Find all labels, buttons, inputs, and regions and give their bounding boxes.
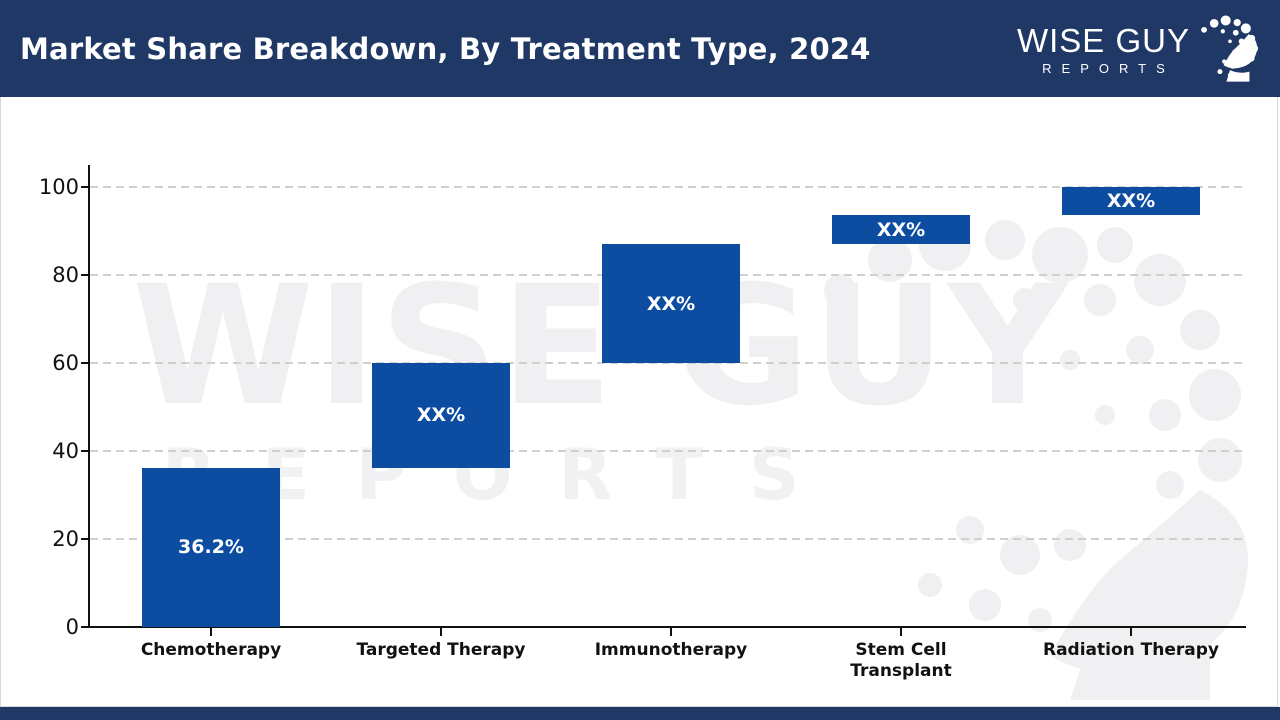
y-tick-100 [81, 186, 88, 188]
y-tick-20 [81, 538, 88, 540]
gridline-20 [90, 538, 1247, 540]
y-tick-label-0: 0 [65, 615, 79, 639]
y-tick-label-80: 80 [52, 263, 79, 287]
x-tick-3 [670, 628, 672, 636]
x-category-label-1: Chemotherapy [140, 640, 282, 660]
brand-name: WISE GUY [1016, 21, 1190, 59]
chart-title: Market Share Breakdown, By Treatment Typ… [20, 31, 871, 66]
gridline-60 [90, 362, 1247, 364]
x-tick-4 [900, 628, 902, 636]
footer-bar [0, 707, 1280, 720]
y-tick-label-20: 20 [52, 527, 79, 551]
x-axis-line [88, 626, 1246, 628]
y-tick-label-100: 100 [38, 175, 79, 199]
bar-segment-1: 36.2% [142, 467, 280, 627]
y-tick-80 [81, 274, 88, 276]
watermark-text-line1: WISE GUY [132, 250, 1070, 442]
x-category-label-3: Immunotherapy [594, 640, 748, 660]
y-tick-label-60: 60 [52, 351, 79, 375]
y-tick-label-40: 40 [52, 439, 79, 463]
x-category-label-2: Targeted Therapy [356, 640, 526, 660]
bar-value-label-2: XX% [416, 404, 466, 427]
bar-segment-2: XX% [372, 363, 510, 468]
y-tick-60 [81, 362, 88, 364]
x-category-label-4: Stem Cell Transplant [850, 640, 952, 681]
bar-value-label-1: 36.2% [178, 536, 244, 559]
brand-head-icon [1201, 15, 1259, 82]
gridline-40 [90, 450, 1247, 452]
bar-value-label-4: XX% [876, 218, 926, 241]
brand-logo: WISE GUY REPORTS [1017, 14, 1266, 86]
header: Market Share Breakdown, By Treatment Typ… [0, 0, 1280, 97]
brand-subname: REPORTS [1042, 61, 1175, 77]
brand-logo-text: WISE GUY REPORTS [1016, 21, 1190, 77]
y-tick-40 [81, 450, 88, 452]
y-tick-0 [81, 626, 88, 628]
gridline-100 [90, 186, 1247, 188]
bar-segment-4: XX% [832, 215, 970, 245]
bar-value-label-5: XX% [1106, 190, 1156, 213]
x-tick-5 [1130, 628, 1132, 636]
y-axis-line [88, 165, 90, 628]
x-tick-1 [210, 628, 212, 636]
bar-segment-5: XX% [1062, 187, 1200, 216]
x-category-label-5: Radiation Therapy [1042, 640, 1220, 660]
x-tick-2 [440, 628, 442, 636]
bar-segment-3: XX% [602, 244, 740, 363]
bar-value-label-3: XX% [646, 292, 696, 315]
